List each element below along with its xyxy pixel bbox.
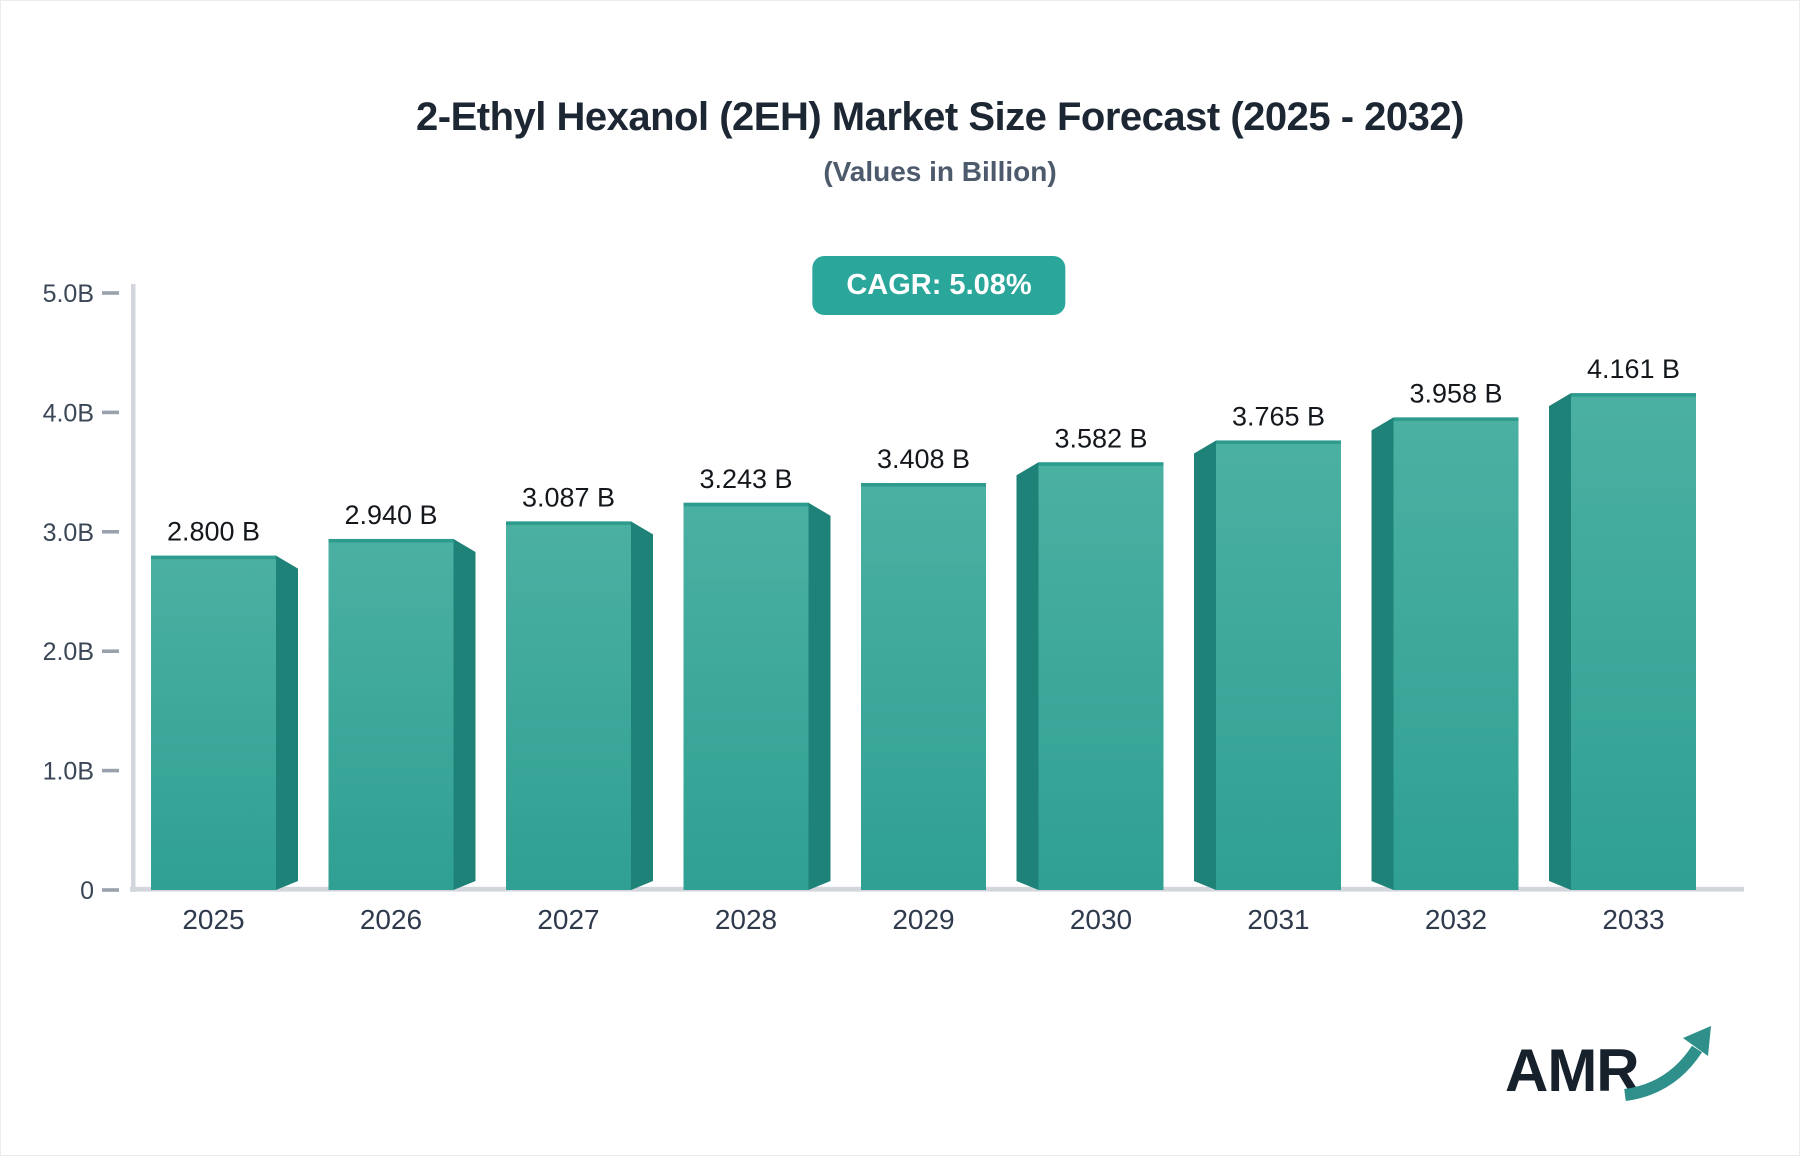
bar-value-label: 4.161 B: [1587, 354, 1680, 384]
bar-side-face: [1194, 440, 1216, 890]
bar-front-face: [328, 538, 454, 890]
bar-value-label: 3.765 B: [1232, 401, 1325, 431]
bar-group-2031: 3.765 B 2031: [1194, 401, 1341, 935]
bar-group-2026: 2.940 B 2026: [328, 500, 476, 935]
bar-top-edge: [506, 521, 631, 525]
x-axis-label: 2027: [537, 904, 599, 935]
bar-side-face: [1549, 393, 1571, 890]
bar-value-label: 3.408 B: [877, 444, 970, 474]
bar-side-face: [808, 502, 831, 890]
chart-subtitle: (Values in Billion): [823, 156, 1057, 187]
bar-top-edge: [683, 502, 809, 507]
y-axis-label: 0: [80, 877, 94, 905]
x-axis-label: 2028: [715, 904, 777, 935]
bar-front-face: [861, 483, 986, 890]
bar-top-edge: [861, 483, 986, 487]
bar-group-2033: 4.161 B 2033: [1549, 354, 1696, 935]
amr-logo: AMR: [1505, 1023, 1755, 1115]
y-tick-mark: [102, 649, 119, 653]
bar-value-label: 2.940 B: [344, 500, 437, 530]
y-tick-mark: [102, 530, 119, 534]
bar-front-face: [1038, 462, 1164, 890]
bar-side-face: [276, 555, 298, 890]
bar-group-2030: 3.582 B 2030: [1016, 423, 1164, 935]
y-tick-mark: [102, 410, 119, 415]
bar-top-edge: [328, 538, 454, 543]
bar-value-label: 3.582 B: [1054, 423, 1147, 453]
cagr-badge: CAGR: 5.08%: [812, 256, 1066, 315]
bar-group-2028: 3.243 B 2028: [683, 464, 831, 935]
bar-front-face: [1393, 417, 1519, 890]
bar-front-face: [151, 555, 276, 890]
bar-value-label: 2.800 B: [167, 517, 260, 547]
x-axis-label: 2025: [182, 904, 244, 935]
bar-top-edge: [1571, 393, 1696, 397]
y-tick-mark: [102, 768, 119, 773]
y-axis-label: 5.0B: [43, 280, 94, 308]
bar-value-label: 3.958 B: [1409, 378, 1502, 408]
bar-side-face: [453, 538, 476, 890]
bar-value-label: 3.087 B: [522, 482, 615, 512]
y-tick-mark: [102, 888, 119, 892]
bar-front-face: [1216, 440, 1341, 890]
bar-front-face: [1571, 393, 1696, 890]
chart-header: 2-Ethyl Hexanol (2EH) Market Size Foreca…: [1, 95, 1799, 188]
bar-group-2025: 2.800 B 2025: [151, 517, 298, 935]
y-axis-label: 3.0B: [43, 519, 94, 547]
bar-top-edge: [1038, 462, 1164, 466]
bar-top-edge: [1393, 417, 1519, 421]
y-axis-label: 1.0B: [43, 758, 94, 786]
y-tick-mark: [102, 291, 119, 295]
bar-group-2032: 3.958 B 2032: [1371, 378, 1519, 935]
bar-group-2029: 3.408 B 2029: [861, 444, 986, 935]
y-axis-label: 4.0B: [43, 399, 94, 427]
bar-front-face: [506, 521, 631, 890]
bar-side-face: [1371, 417, 1394, 890]
logo-text: AMR: [1505, 1037, 1640, 1104]
bar-top-edge: [1216, 440, 1341, 444]
x-axis-label: 2033: [1602, 904, 1664, 935]
growth-arrow-icon: [1624, 1026, 1711, 1101]
y-axis-label: 2.0B: [43, 638, 94, 666]
x-axis-label: 2029: [892, 904, 954, 935]
x-axis-label: 2031: [1247, 904, 1309, 935]
bar-value-label: 3.243 B: [699, 464, 792, 494]
bar-side-face: [631, 521, 653, 890]
y-axis-line: [131, 284, 136, 892]
x-axis-label: 2026: [360, 904, 422, 935]
x-axis-label: 2032: [1425, 904, 1487, 935]
x-axis-label: 2030: [1070, 904, 1132, 935]
bar-top-edge: [151, 555, 276, 560]
bar-front-face: [683, 502, 809, 890]
bar-group-2027: 3.087 B 2027: [506, 482, 653, 935]
bar-side-face: [1016, 462, 1039, 890]
chart-title: 2-Ethyl Hexanol (2EH) Market Size Foreca…: [416, 95, 1464, 139]
